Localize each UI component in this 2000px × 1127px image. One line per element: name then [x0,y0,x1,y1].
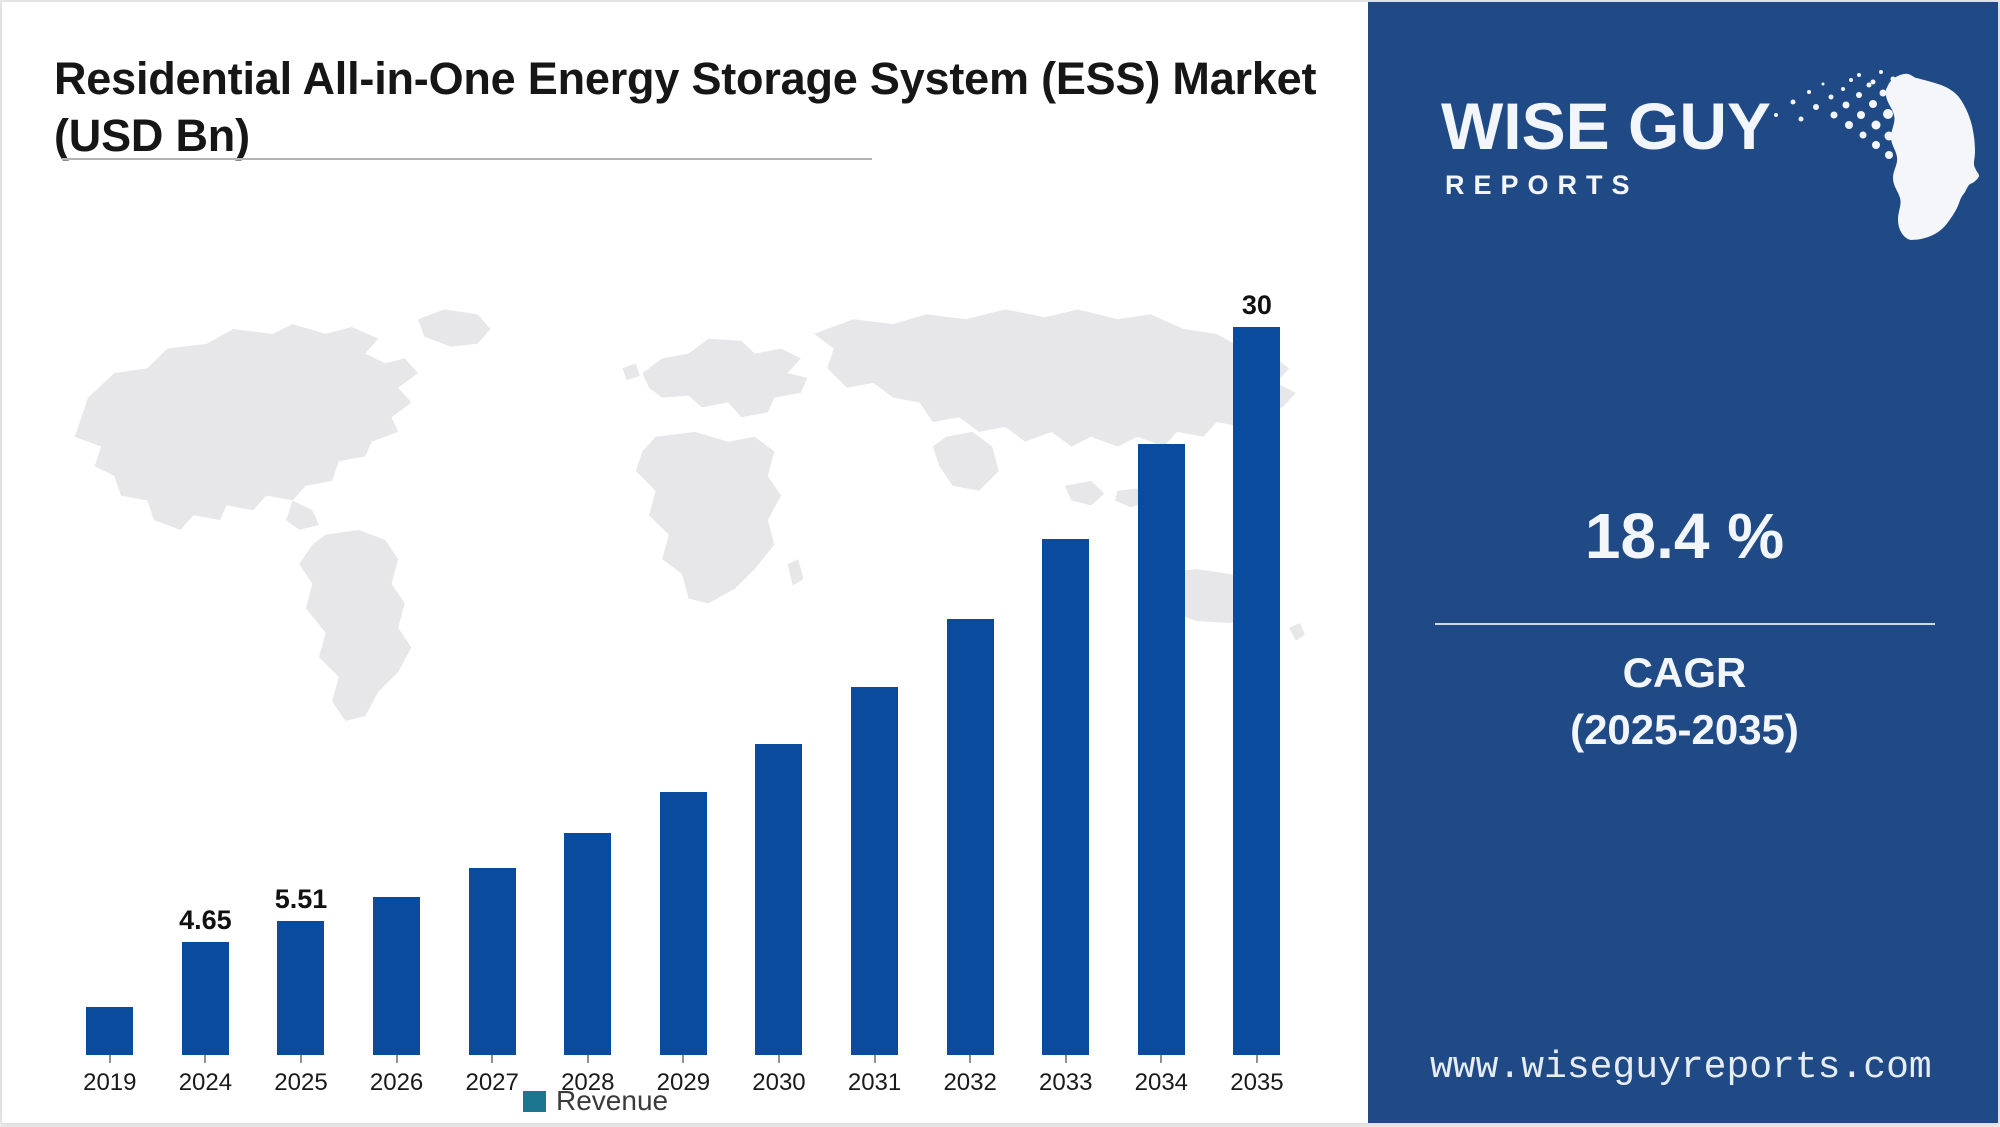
svg-text:REPORTS: REPORTS [1445,170,1639,200]
svg-text:WISE GUY: WISE GUY [1441,89,1771,163]
